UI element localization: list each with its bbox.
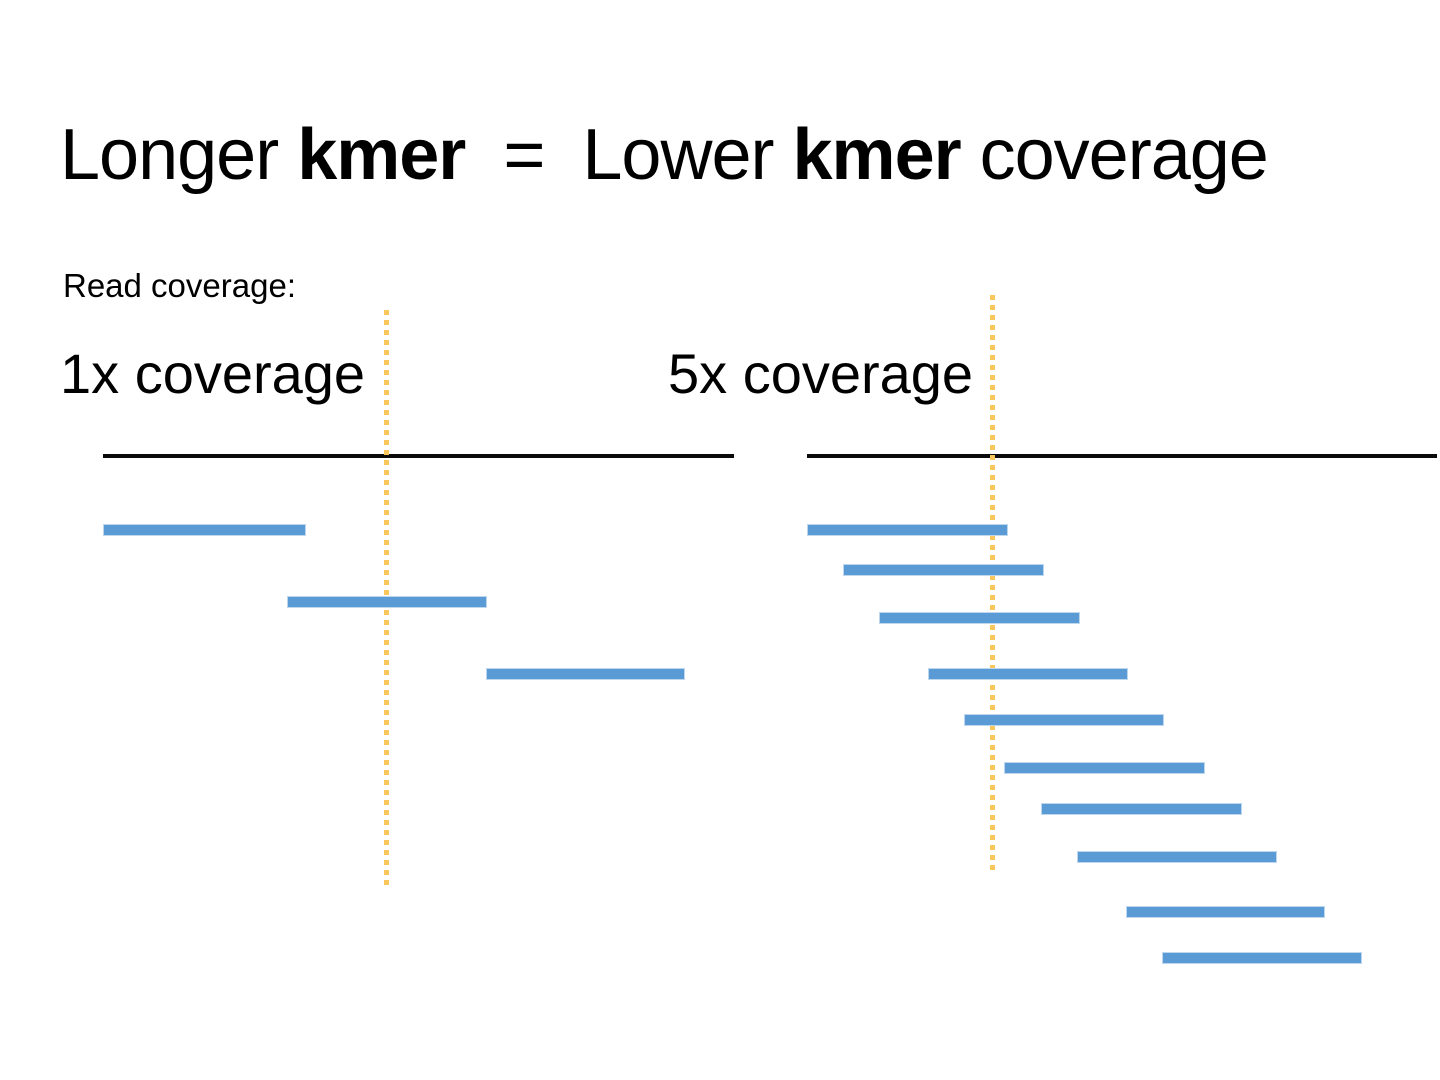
read-bar xyxy=(807,524,1008,536)
genome-line-5x xyxy=(807,454,1437,458)
read-bar xyxy=(1162,952,1362,964)
read-bar xyxy=(964,714,1164,726)
read-bar xyxy=(879,612,1080,624)
slide-title: Longer kmer = Lower kmer coverage xyxy=(60,112,1269,198)
title-coverage-text: coverage xyxy=(960,115,1269,195)
title-kmer-bold-1: kmer xyxy=(297,115,466,195)
read-bar xyxy=(1004,762,1205,774)
genome-line-1x xyxy=(103,454,734,458)
read-bar xyxy=(486,668,685,680)
read-coverage-label: Read coverage: xyxy=(63,267,296,304)
read-bar xyxy=(103,524,306,536)
read-bar xyxy=(843,564,1044,576)
title-text: Longer xyxy=(60,115,298,195)
coverage-label-5x: 5x coverage xyxy=(668,342,974,405)
read-bar xyxy=(1126,906,1325,918)
title-equals-text: = Lower xyxy=(465,115,793,195)
read-bar xyxy=(1041,803,1242,815)
kmer-position-line-5x xyxy=(990,295,995,872)
coverage-label-1x: 1x coverage xyxy=(60,342,366,405)
read-bar xyxy=(287,596,487,608)
read-bar xyxy=(1077,851,1277,863)
read-bar xyxy=(928,668,1128,680)
title-kmer-bold-2: kmer xyxy=(792,115,962,195)
